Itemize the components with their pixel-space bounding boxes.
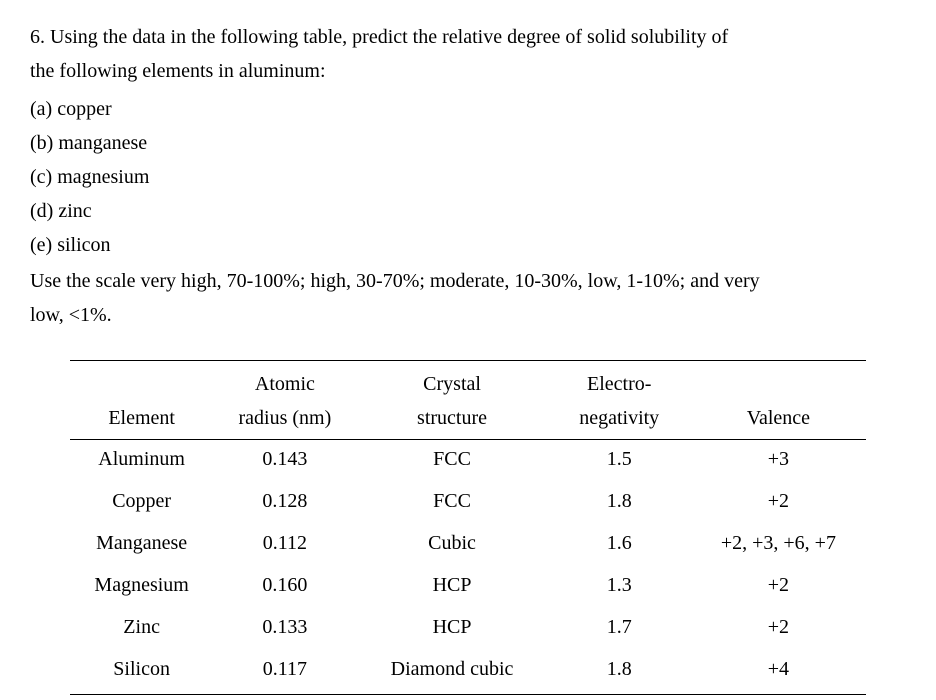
list-item: (b) manganese bbox=[30, 126, 906, 160]
cell-radius: 0.133 bbox=[213, 606, 356, 648]
item-label: (d) bbox=[30, 200, 53, 222]
cell-valence: +2 bbox=[691, 480, 866, 522]
prompt-line-1: 6. Using the data in the following table… bbox=[30, 20, 906, 54]
data-table-container: Atomic Crystal Electro- Element radius (… bbox=[30, 360, 906, 695]
cell-electro: 1.8 bbox=[548, 648, 691, 695]
cell-element: Copper bbox=[70, 480, 213, 522]
cell-element: Zinc bbox=[70, 606, 213, 648]
header-top-element bbox=[70, 361, 213, 402]
table-row: Aluminum 0.143 FCC 1.5 +3 bbox=[70, 440, 866, 481]
header-electro: negativity bbox=[548, 401, 691, 440]
list-item: (c) magnesium bbox=[30, 160, 906, 194]
item-label: (a) bbox=[30, 98, 52, 120]
table-header-row-bottom: Element radius (nm) structure negativity… bbox=[70, 401, 866, 440]
table-row: Magnesium 0.160 HCP 1.3 +2 bbox=[70, 564, 866, 606]
scale-line-1: Use the scale very high, 70-100%; high, … bbox=[30, 264, 906, 298]
table-row: Silicon 0.117 Diamond cubic 1.8 +4 bbox=[70, 648, 866, 695]
table-row: Manganese 0.112 Cubic 1.6 +2, +3, +6, +7 bbox=[70, 522, 866, 564]
scale-line-2: low, <1%. bbox=[30, 298, 906, 332]
list-item: (e) silicon bbox=[30, 228, 906, 262]
cell-element: Aluminum bbox=[70, 440, 213, 481]
cell-valence: +2, +3, +6, +7 bbox=[691, 522, 866, 564]
question-number: 6. bbox=[30, 26, 45, 48]
question-prompt: 6. Using the data in the following table… bbox=[30, 20, 906, 88]
cell-radius: 0.117 bbox=[213, 648, 356, 695]
cell-structure: HCP bbox=[357, 564, 548, 606]
item-text: silicon bbox=[57, 234, 110, 256]
cell-element: Manganese bbox=[70, 522, 213, 564]
table-body: Aluminum 0.143 FCC 1.5 +3 Copper 0.128 F… bbox=[70, 440, 866, 695]
header-element: Element bbox=[70, 401, 213, 440]
cell-element: Silicon bbox=[70, 648, 213, 695]
header-radius: radius (nm) bbox=[213, 401, 356, 440]
cell-electro: 1.6 bbox=[548, 522, 691, 564]
item-text: copper bbox=[57, 98, 111, 120]
prompt-text-1: Using the data in the following table, p… bbox=[50, 26, 728, 48]
item-text: magnesium bbox=[57, 166, 149, 188]
cell-electro: 1.3 bbox=[548, 564, 691, 606]
table-row: Copper 0.128 FCC 1.8 +2 bbox=[70, 480, 866, 522]
list-item: (d) zinc bbox=[30, 194, 906, 228]
cell-structure: Cubic bbox=[357, 522, 548, 564]
header-top-structure: Crystal bbox=[357, 361, 548, 402]
question-items: (a) copper (b) manganese (c) magnesium (… bbox=[30, 92, 906, 262]
cell-valence: +3 bbox=[691, 440, 866, 481]
cell-structure: HCP bbox=[357, 606, 548, 648]
item-text: manganese bbox=[58, 132, 147, 154]
solubility-table: Atomic Crystal Electro- Element radius (… bbox=[70, 360, 866, 695]
cell-structure: FCC bbox=[357, 480, 548, 522]
header-structure: structure bbox=[357, 401, 548, 440]
header-valence: Valence bbox=[691, 401, 866, 440]
cell-electro: 1.7 bbox=[548, 606, 691, 648]
cell-element: Magnesium bbox=[70, 564, 213, 606]
cell-radius: 0.128 bbox=[213, 480, 356, 522]
cell-radius: 0.143 bbox=[213, 440, 356, 481]
item-label: (e) bbox=[30, 234, 52, 256]
cell-radius: 0.160 bbox=[213, 564, 356, 606]
prompt-line-2: the following elements in aluminum: bbox=[30, 54, 906, 88]
cell-structure: Diamond cubic bbox=[357, 648, 548, 695]
table-header: Atomic Crystal Electro- Element radius (… bbox=[70, 361, 866, 440]
scale-instruction: Use the scale very high, 70-100%; high, … bbox=[30, 264, 906, 332]
item-text: zinc bbox=[58, 200, 91, 222]
item-label: (c) bbox=[30, 166, 52, 188]
cell-electro: 1.8 bbox=[548, 480, 691, 522]
header-top-radius: Atomic bbox=[213, 361, 356, 402]
table-row: Zinc 0.133 HCP 1.7 +2 bbox=[70, 606, 866, 648]
cell-valence: +2 bbox=[691, 606, 866, 648]
header-top-electro: Electro- bbox=[548, 361, 691, 402]
cell-radius: 0.112 bbox=[213, 522, 356, 564]
header-top-valence bbox=[691, 361, 866, 402]
table-header-row-top: Atomic Crystal Electro- bbox=[70, 361, 866, 402]
cell-valence: +2 bbox=[691, 564, 866, 606]
list-item: (a) copper bbox=[30, 92, 906, 126]
item-label: (b) bbox=[30, 132, 53, 154]
cell-valence: +4 bbox=[691, 648, 866, 695]
cell-structure: FCC bbox=[357, 440, 548, 481]
cell-electro: 1.5 bbox=[548, 440, 691, 481]
